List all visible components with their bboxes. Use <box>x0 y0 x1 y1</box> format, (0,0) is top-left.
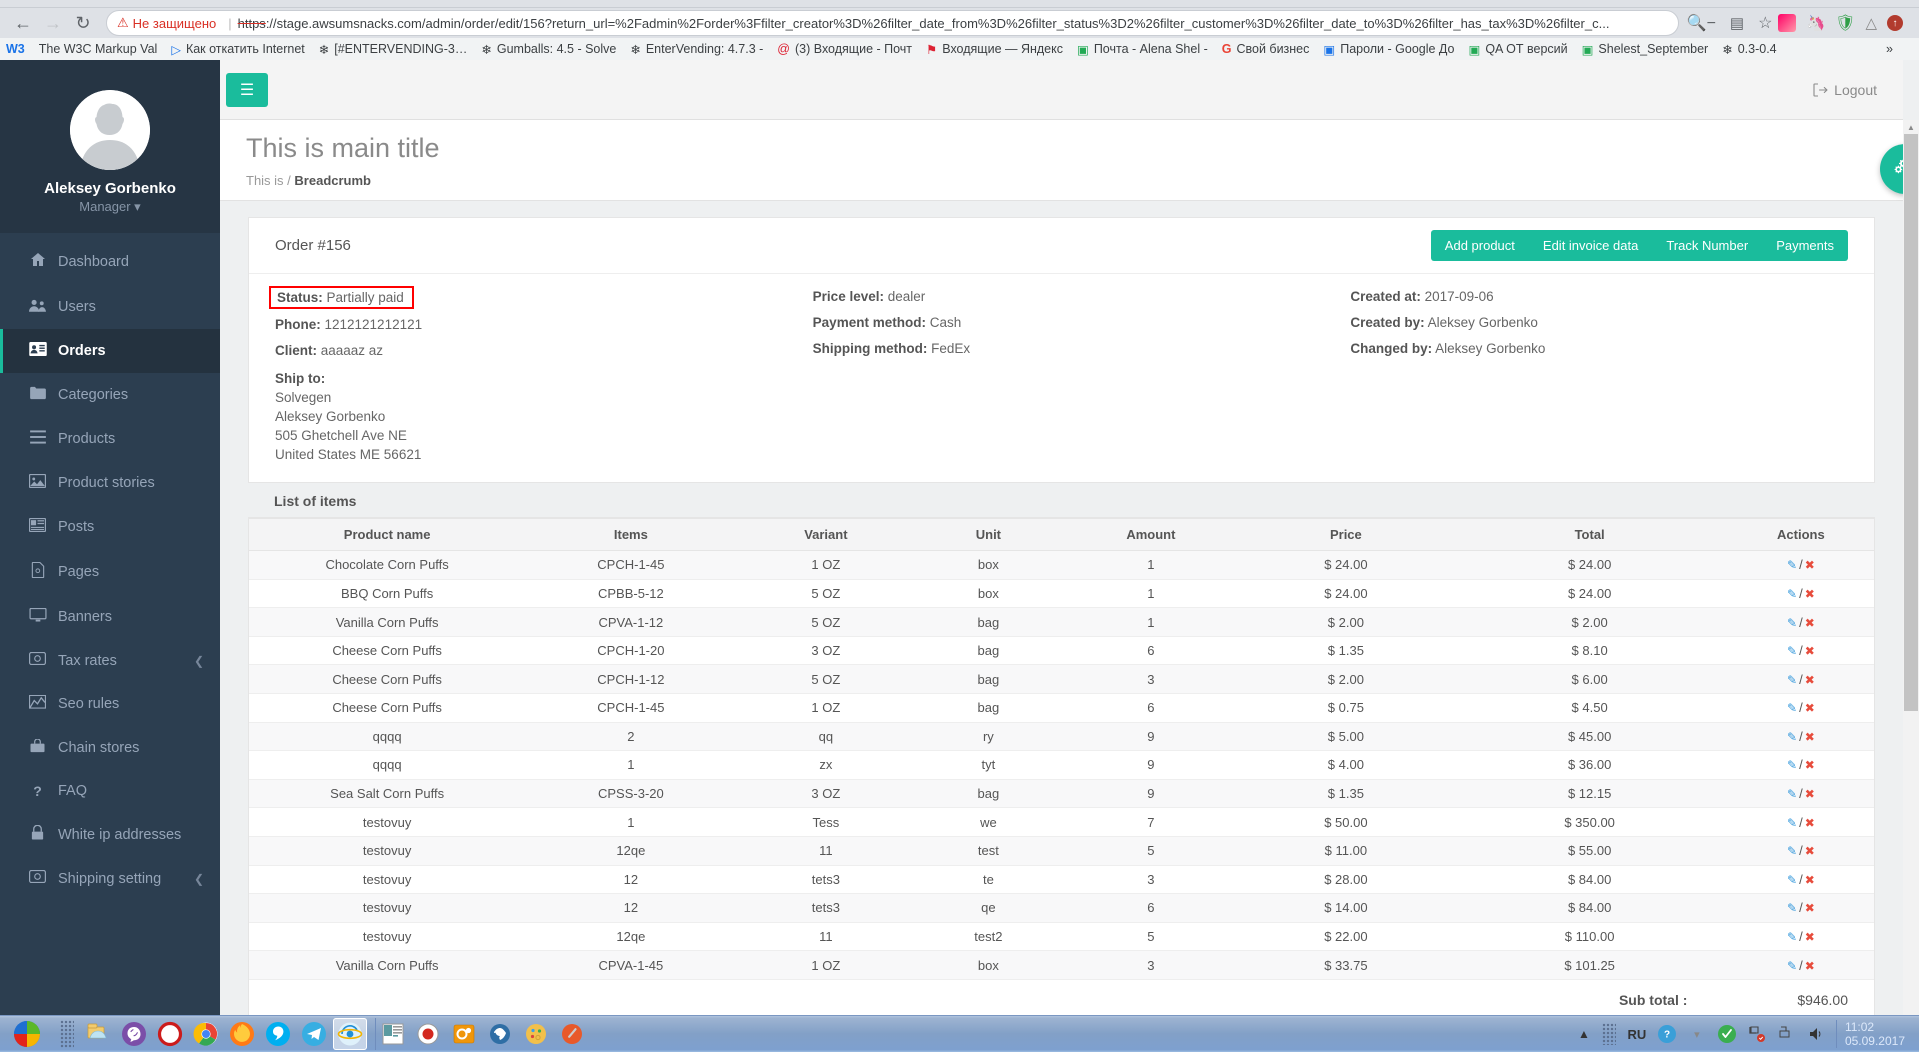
svg-text:?: ? <box>1664 1030 1670 1041</box>
